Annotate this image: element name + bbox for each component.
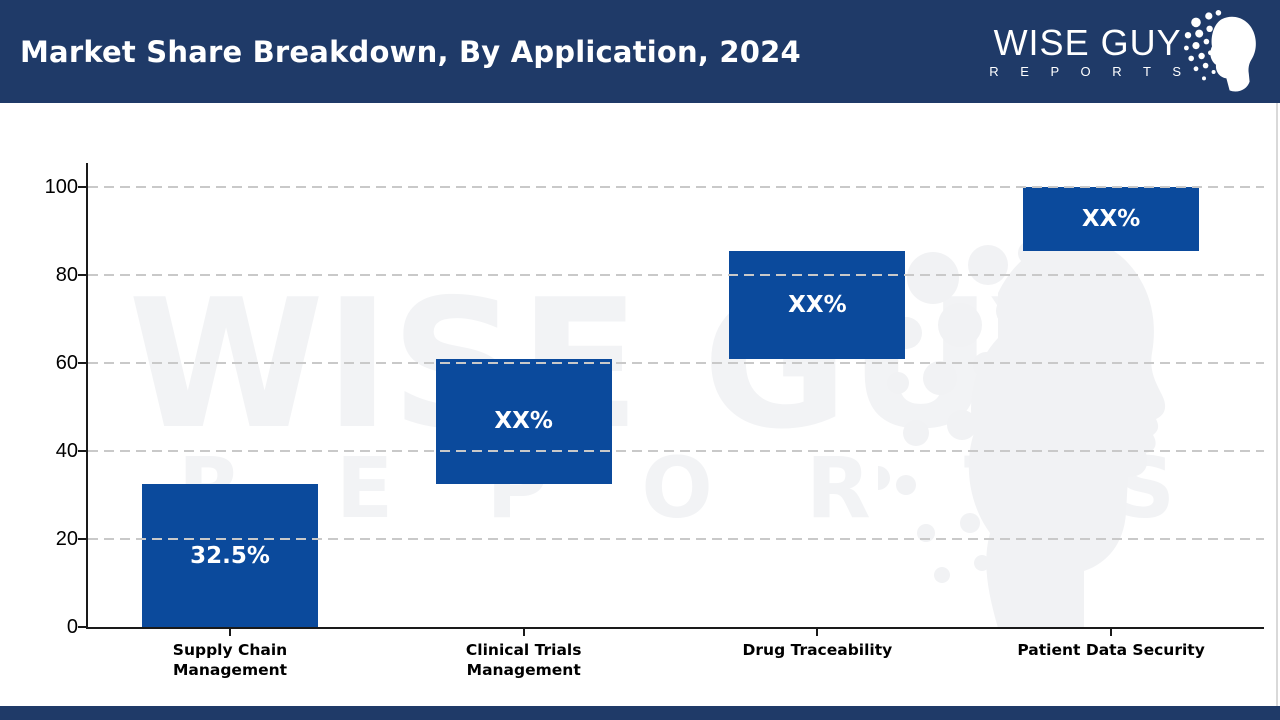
brand-logo: WISE GUY R E P O R T S: [989, 8, 1262, 96]
brand-subname: R E P O R T S: [989, 64, 1190, 79]
footer-bar: [0, 706, 1280, 720]
x-tick-mark: [1110, 629, 1113, 636]
y-tick-mark: [78, 274, 86, 276]
y-tick-label: 100: [44, 176, 78, 198]
y-tick-mark: [78, 450, 86, 452]
y-tick-mark: [78, 538, 86, 540]
chart-title: Market Share Breakdown, By Application, …: [20, 34, 801, 69]
y-axis-line: [86, 163, 88, 629]
x-category-label: Supply Chain Management: [172, 641, 288, 680]
bar-value-label: XX%: [788, 291, 847, 318]
x-category-label: Clinical Trials Management: [465, 641, 582, 680]
brand-head-icon: [1184, 10, 1256, 92]
y-tick-label: 20: [55, 528, 78, 550]
gridline: [88, 274, 1264, 276]
gridline: [88, 186, 1264, 188]
x-category-label: Patient Data Security: [1017, 641, 1205, 659]
x-tick-mark: [522, 629, 525, 636]
y-tick-label: 60: [55, 352, 78, 374]
bar-clinical-trials-management: XX%: [435, 358, 612, 484]
bar-patient-data-security: XX%: [1023, 187, 1200, 251]
bar-value-label: XX%: [494, 408, 553, 435]
y-tick-label: 80: [55, 264, 78, 286]
plot-area: WISE GUY R E P O R T S 0 20 40 60 80 100 32.5%…: [0, 103, 1280, 706]
gridline: [88, 538, 1264, 540]
brand-name: WISE GUY: [993, 22, 1182, 63]
y-tick-mark: [78, 626, 86, 628]
bar-value-label: 32.5%: [190, 542, 270, 569]
x-axis-line: [86, 627, 1264, 629]
gridline: [88, 450, 1264, 452]
x-tick-mark: [229, 629, 231, 636]
bar-drug-traceability: XX%: [729, 250, 906, 359]
bar-value-label: XX%: [1081, 205, 1141, 232]
card-right-border: [1276, 103, 1278, 706]
y-tick-mark: [78, 186, 86, 188]
x-category-label: Drug Traceability: [742, 641, 893, 659]
header-bar: Market Share Breakdown, By Application, …: [0, 0, 1280, 103]
brand-logo-text: WISE GUY R E P O R T S: [985, 22, 1190, 80]
y-tick-label: 40: [55, 440, 78, 462]
y-tick-mark: [78, 362, 86, 364]
gridline: [88, 362, 1264, 364]
watermark-head-icon: [878, 239, 1166, 628]
y-tick-label: 0: [66, 616, 78, 638]
x-tick-mark: [816, 629, 819, 636]
bar-supply-chain-management: 32.5%: [142, 484, 318, 627]
